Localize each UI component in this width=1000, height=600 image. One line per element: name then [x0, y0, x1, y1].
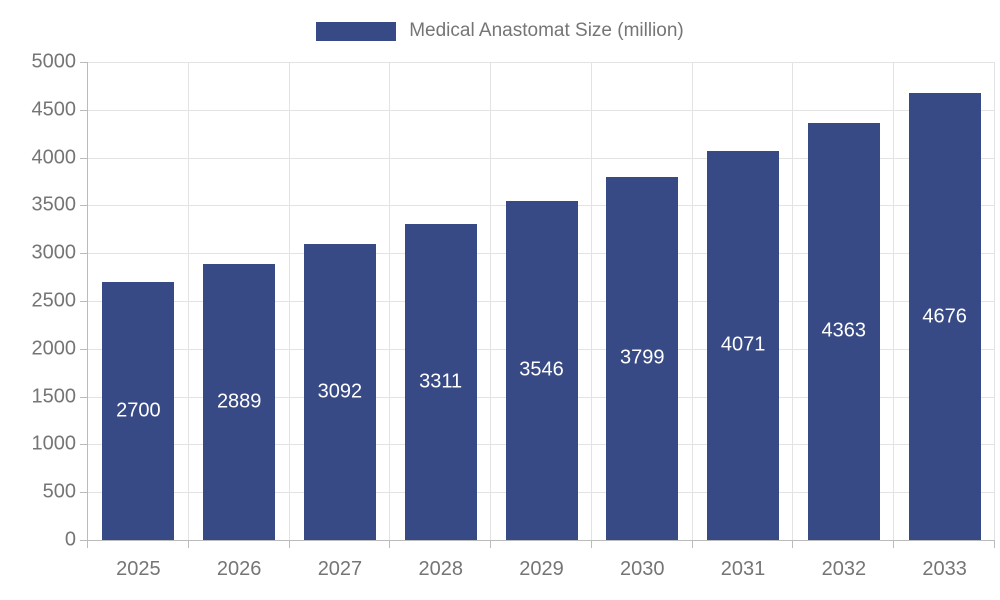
x-tick-label-2030: 2030: [620, 558, 665, 580]
gridline-vertical: [692, 62, 693, 540]
bar-value-label: 4071: [720, 333, 766, 356]
bar-2028[interactable]: 3311: [404, 223, 477, 540]
gridline-vertical: [289, 62, 290, 540]
y-axis-tick: [80, 444, 88, 446]
x-tick-label-2029: 2029: [519, 558, 564, 580]
bar-value-label: 3311: [419, 370, 463, 393]
gridline-vertical: [994, 62, 995, 540]
bar-2027[interactable]: 3092: [303, 244, 376, 540]
x-axis-line: [80, 540, 995, 541]
bar-value-label: 4676: [922, 305, 967, 327]
y-axis-tick: [80, 253, 88, 255]
y-tick-label: 0: [64, 528, 76, 551]
bar-2031[interactable]: 4071: [707, 150, 780, 540]
y-tick-label: 3000: [31, 241, 77, 264]
x-axis-tick: [893, 540, 894, 548]
y-tick-label: 2000: [31, 337, 77, 360]
y-tick-label: 1500: [31, 385, 77, 408]
gridline-horizontal: [88, 157, 995, 159]
y-tick-label: 3500: [31, 193, 77, 216]
bar-2033[interactable]: 4676: [908, 93, 981, 540]
gridline-vertical: [893, 62, 894, 540]
bar-2029[interactable]: 3546: [505, 201, 578, 540]
bar-value-label: 4363: [821, 319, 867, 342]
x-tick-label-2027: 2027: [317, 558, 363, 580]
y-axis-tick: [80, 492, 88, 494]
x-tick-label-2025: 2025: [116, 558, 161, 580]
x-tick-label-2028: 2028: [418, 558, 463, 580]
y-tick-label: 5000: [31, 50, 77, 73]
legend[interactable]: Medical Anastomat Size (million): [0, 20, 1000, 42]
y-tick-label: 500: [42, 480, 76, 503]
x-axis-tick: [289, 540, 290, 548]
legend-label: Medical Anastomat Size (million): [409, 20, 684, 41]
gridline-vertical: [389, 62, 390, 540]
gridline-horizontal: [88, 62, 995, 63]
bar-value-label: 3799: [620, 346, 665, 369]
x-tick-label-2031: 2031: [720, 558, 766, 580]
x-axis-tick: [792, 540, 793, 548]
x-axis-tick: [490, 540, 491, 548]
y-tick-label: 2500: [31, 289, 77, 312]
bar-2030[interactable]: 3799: [606, 176, 679, 540]
gridline-vertical: [792, 62, 793, 540]
y-tick-label: 4500: [31, 98, 77, 121]
y-axis-tick: [80, 348, 88, 350]
gridline-vertical: [490, 62, 491, 540]
y-axis-line: [87, 62, 88, 548]
bar-value-label: 2889: [216, 390, 262, 413]
y-axis-tick: [80, 109, 88, 111]
bar-value-label: 3092: [317, 380, 363, 403]
x-tick-label-2032: 2032: [821, 558, 867, 580]
x-axis-tick: [591, 540, 592, 548]
x-axis-tick: [692, 540, 693, 548]
y-axis-tick: [80, 157, 88, 159]
gridline-vertical: [591, 62, 592, 540]
x-axis-tick: [389, 540, 390, 548]
bar-value-label: 2700: [116, 399, 161, 422]
bar-2025[interactable]: 2700: [102, 281, 175, 540]
y-tick-label: 1000: [31, 432, 77, 455]
y-axis-tick: [80, 62, 88, 63]
x-tick-label-2033: 2033: [922, 558, 967, 580]
x-axis-tick: [994, 540, 995, 548]
y-axis-tick: [80, 301, 88, 302]
gridline-horizontal: [88, 109, 995, 111]
x-axis-tick: [188, 540, 189, 548]
bar-2026[interactable]: 2889: [203, 263, 276, 540]
bar-value-label: 3546: [519, 358, 564, 381]
y-tick-label: 4000: [31, 146, 77, 169]
y-axis-tick: [80, 205, 88, 207]
y-axis-tick: [80, 396, 88, 398]
bar-2032[interactable]: 4363: [807, 122, 880, 540]
plot-area: 2700 2889 3092 3311 3546 3799 4071 4363 4676: [80, 62, 995, 548]
legend-swatch: [316, 21, 397, 41]
x-tick-label-2026: 2026: [216, 558, 262, 580]
gridline-vertical: [188, 62, 189, 540]
